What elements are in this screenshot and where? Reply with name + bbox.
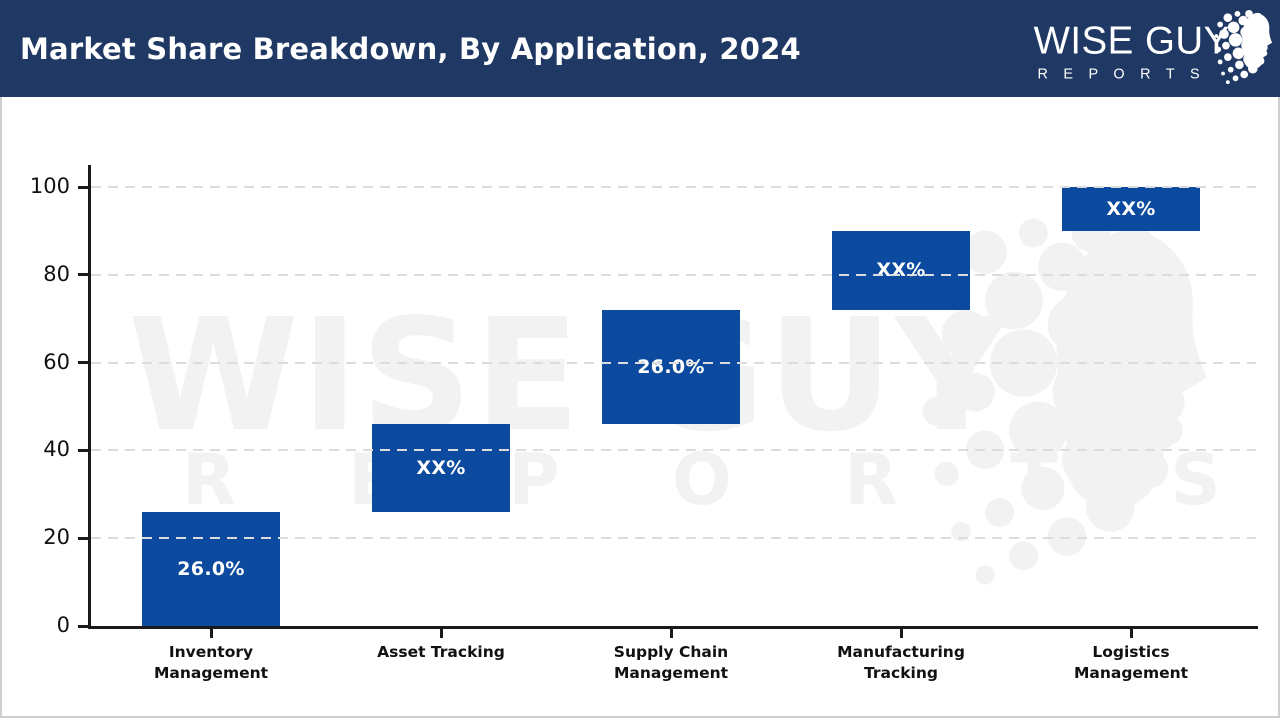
logo-brand-text: WISE GUY xyxy=(1034,19,1230,62)
y-tick-label: 0 xyxy=(56,613,70,637)
bar-segment: 26.0% xyxy=(602,309,740,425)
bar-value-label: XX% xyxy=(876,259,926,282)
bar-value-label: XX% xyxy=(1106,197,1156,220)
gridline xyxy=(91,537,1256,540)
y-tick-mark xyxy=(78,448,88,452)
plot-area: 0 20 40 60 80 100 26.0% XX% 26.0% XX% XX% Inventory… xyxy=(0,97,1280,718)
y-tick-label: 60 xyxy=(43,349,70,374)
logo-sub-text: R E P O R T S xyxy=(1037,66,1205,82)
x-category-label: Manufacturing Tracking xyxy=(837,643,965,682)
x-category-label: Logistics Management xyxy=(1073,643,1189,682)
y-tick-label: 40 xyxy=(43,437,70,462)
bar-value-label: 26.0% xyxy=(637,355,705,378)
bar-segment: XX% xyxy=(372,424,510,512)
chart-region: WISE GUY R E P O R T S 0 20 40 60 80 100 26.0%… xyxy=(0,97,1280,718)
bar-value-label: XX% xyxy=(416,456,466,479)
bar-segment: XX% xyxy=(832,230,970,310)
x-tick-mark xyxy=(209,629,213,638)
bar-value-label: 26.0% xyxy=(177,557,245,580)
gridline xyxy=(91,449,1256,452)
y-tick-mark xyxy=(78,273,88,277)
y-tick-mark xyxy=(78,185,88,189)
y-tick-mark xyxy=(78,624,88,628)
x-category-label: Supply Chain Management xyxy=(613,643,729,682)
x-tick-mark xyxy=(899,629,903,638)
y-axis-spine xyxy=(88,165,91,629)
y-tick-label: 100 xyxy=(29,174,70,198)
y-tick-mark xyxy=(78,536,88,540)
x-tick-mark xyxy=(439,629,443,638)
x-category-label: Asset Tracking xyxy=(377,643,505,661)
gridline xyxy=(91,186,1256,188)
page-title: Market Share Breakdown, By Application, … xyxy=(20,31,801,66)
x-tick-mark xyxy=(669,629,673,638)
y-tick-label: 80 xyxy=(43,261,70,286)
bar-segment: XX% xyxy=(1062,187,1200,231)
header-bar: Market Share Breakdown, By Application, … xyxy=(0,0,1280,97)
y-tick-label: 20 xyxy=(43,525,70,550)
wiseguy-logo: WISE GUY R E P O R T S xyxy=(1034,10,1273,85)
gridline xyxy=(91,273,1256,276)
gridline xyxy=(91,361,1256,364)
watermark-text-line1: WISE GUY xyxy=(128,285,1010,466)
y-tick-mark xyxy=(78,361,88,365)
x-category-label: Inventory Management xyxy=(153,643,269,682)
bar-segment: 26.0% xyxy=(142,511,280,626)
x-tick-mark xyxy=(1129,629,1133,638)
x-axis-spine xyxy=(88,626,1258,629)
